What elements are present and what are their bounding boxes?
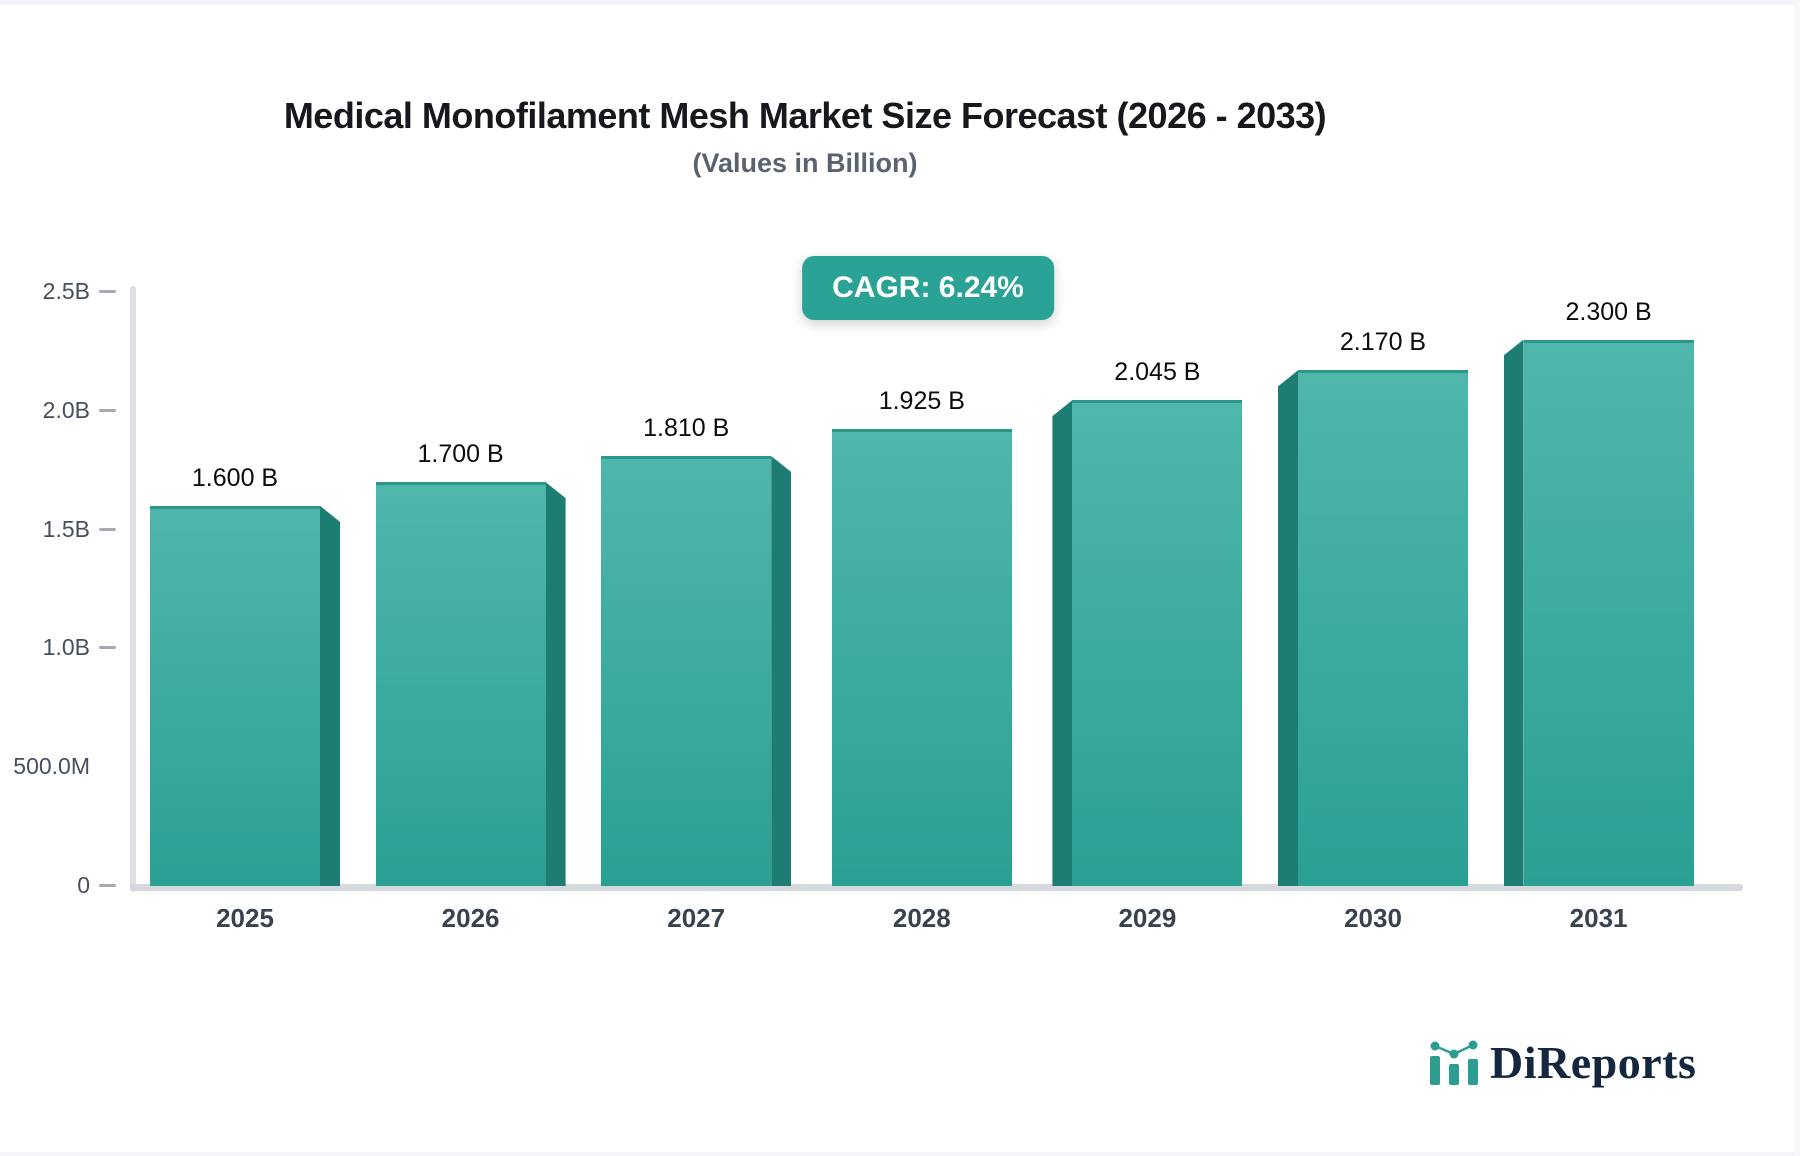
chart-title: Medical Monofilament Mesh Market Size Fo… <box>283 95 1327 136</box>
y-axis-line <box>130 286 136 892</box>
bar-side-face <box>1052 400 1073 886</box>
bar-2026[interactable] <box>375 482 546 886</box>
bar-value-label-2030: 2.170 B <box>1339 328 1427 357</box>
bar-value-label-2025: 1.600 B <box>191 463 279 492</box>
x-axis-label-2025: 2025 <box>216 903 274 933</box>
y-axis-tick-mark <box>99 884 116 887</box>
direports-logo-text: DiReports <box>1490 1037 1697 1088</box>
bar-side-face <box>545 482 566 886</box>
x-axis-label-2028: 2028 <box>892 903 951 933</box>
chart-subtitle: (Values in Billion) <box>692 148 918 178</box>
bar-side-face <box>1278 370 1298 886</box>
bar-value-label-2028: 1.925 B <box>878 386 965 415</box>
x-axis-label-2026: 2026 <box>441 903 500 933</box>
bar-value-label-2027: 1.810 B <box>643 413 730 442</box>
bar-2031[interactable] <box>1523 339 1694 886</box>
y-axis-tick-mark <box>99 527 116 531</box>
y-axis-tick-label: 2.5B <box>42 278 90 304</box>
y-axis-tick-label: 1.5B <box>42 515 90 542</box>
x-axis-label-2031: 2031 <box>1569 903 1628 933</box>
y-axis-tick-label: 500.0M <box>13 753 90 780</box>
y-axis-tick-label: 0 <box>77 872 90 898</box>
y-axis-tick-label: 1.0B <box>42 634 90 661</box>
page-edge-top <box>0 0 1800 5</box>
x-axis-label-2029: 2029 <box>1118 903 1177 933</box>
x-axis-line <box>130 884 1743 891</box>
bar-value-label-2029: 2.045 B <box>1114 358 1201 387</box>
y-axis-tick-label: 2.0B <box>42 396 90 423</box>
bar-value-label-2031: 2.300 B <box>1565 297 1652 326</box>
page-edge-bottom <box>0 1152 1800 1156</box>
bar-2027[interactable] <box>601 455 772 886</box>
bar-side-face <box>1503 339 1524 886</box>
bar-side-face <box>771 455 792 886</box>
bar-2030[interactable] <box>1298 370 1468 886</box>
bar-2029[interactable] <box>1072 400 1243 886</box>
x-axis-label-2030: 2030 <box>1344 903 1402 933</box>
y-axis-tick-mark <box>99 408 116 412</box>
page-edge-right <box>1794 0 1800 1156</box>
bar-2028[interactable] <box>831 428 1012 886</box>
y-axis-tick-mark <box>99 646 116 650</box>
bar-2025[interactable] <box>150 505 320 886</box>
bar-value-label-2026: 1.700 B <box>417 440 504 469</box>
x-axis-label-2027: 2027 <box>667 903 726 933</box>
y-axis-tick-mark <box>99 290 116 293</box>
direports-logo-icon <box>1430 1040 1478 1085</box>
direports-logo: DiReports <box>1428 1036 1696 1089</box>
cagr-badge: CAGR: 6.24% <box>802 256 1054 320</box>
bar-side-face <box>320 505 340 886</box>
